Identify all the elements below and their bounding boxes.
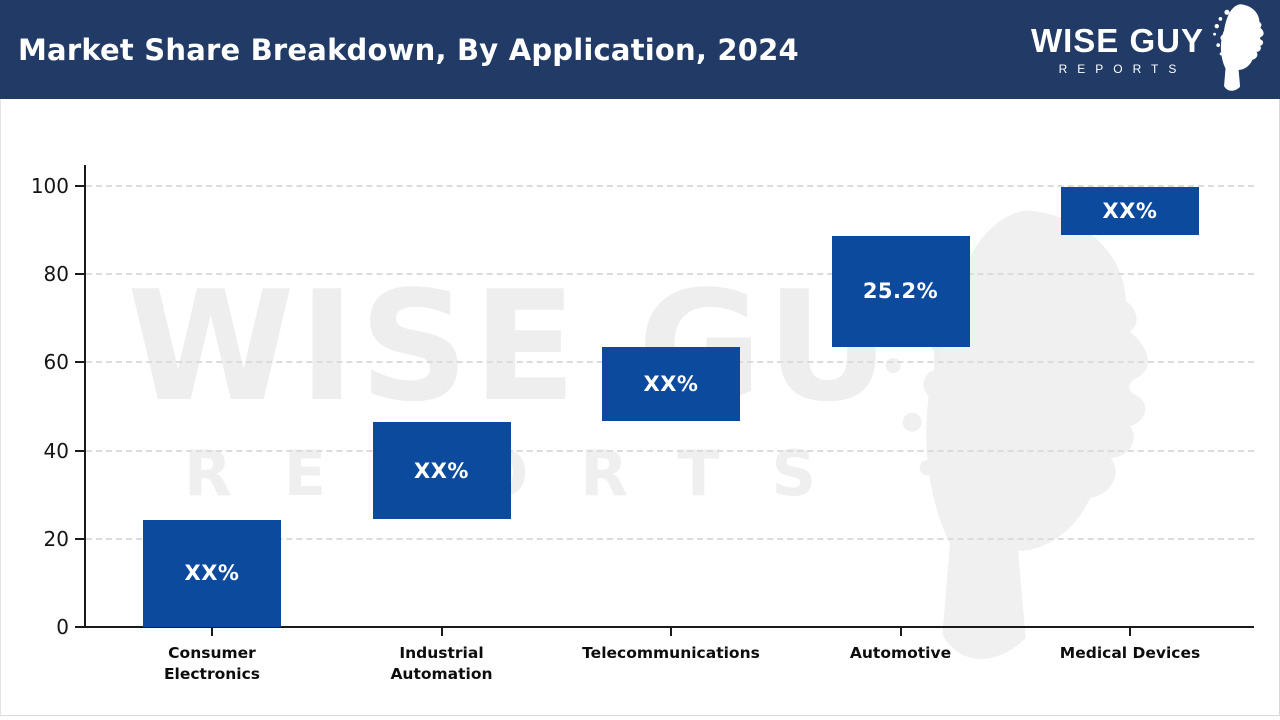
plot-area: 0 20 40 60 80 100 XX% Consumer Electronics XX% Ind… [31, 165, 1256, 683]
y-tick-mark [75, 273, 84, 275]
y-tick-label: 20 [43, 526, 69, 551]
x-category-label: Consumer Electronics [163, 644, 261, 683]
x-tick-mark [899, 627, 902, 636]
x-axis-spine [84, 625, 1254, 628]
bar-value-label: XX% [184, 561, 240, 586]
y-tick-mark [75, 537, 84, 540]
gridline [86, 273, 1254, 275]
bar: XX% [143, 519, 281, 627]
bar: 25.2% [831, 235, 970, 347]
y-tick-mark [75, 361, 84, 364]
logo-subtitle: REPORTS [1058, 61, 1187, 76]
y-tick-mark [75, 449, 84, 452]
logo-wordmark: WISE GUY [1030, 21, 1204, 59]
bar: XX% [1061, 186, 1199, 235]
bar-value-label: XX% [643, 372, 699, 397]
gridline [86, 184, 1254, 187]
y-tick-label: 100 [30, 173, 69, 198]
wise-guy-logo: WISE GUY REPORTS [1031, 2, 1280, 97]
y-tick-mark [75, 626, 84, 628]
y-tick-label: 0 [56, 615, 69, 639]
y-axis-spine [84, 165, 86, 627]
x-tick-mark [211, 627, 213, 636]
x-tick-mark [1129, 627, 1131, 636]
bar: XX% [602, 346, 740, 422]
x-tick-mark [670, 627, 672, 636]
bar: XX% [372, 422, 511, 520]
x-category-label: Telecommunications [582, 644, 760, 662]
gridline [86, 449, 1254, 452]
y-tick-mark [75, 184, 84, 187]
bar-value-label: 25.2% [862, 279, 939, 304]
bar-value-label: XX% [414, 458, 469, 483]
x-category-label: Medical Devices [1059, 644, 1201, 662]
chart-region: WISE GUY REPORTS 0 20 40 60 80 100 XX% Consumer… [0, 99, 1280, 716]
x-category-label: Industrial Automation [390, 644, 493, 683]
logo-text: WISE GUY REPORTS [1031, 24, 1204, 76]
y-tick-label: 40 [43, 438, 69, 463]
y-tick-label: 60 [43, 350, 69, 375]
x-category-label: Automotive [849, 644, 952, 662]
gridline [86, 537, 1254, 540]
page-title: Market Share Breakdown, By Application, … [18, 32, 799, 67]
x-tick-mark [440, 627, 443, 636]
header: Market Share Breakdown, By Application, … [0, 0, 1280, 99]
y-tick-label: 80 [43, 262, 69, 286]
bar-value-label: XX% [1102, 198, 1158, 223]
logo-face-icon [1213, 4, 1264, 91]
